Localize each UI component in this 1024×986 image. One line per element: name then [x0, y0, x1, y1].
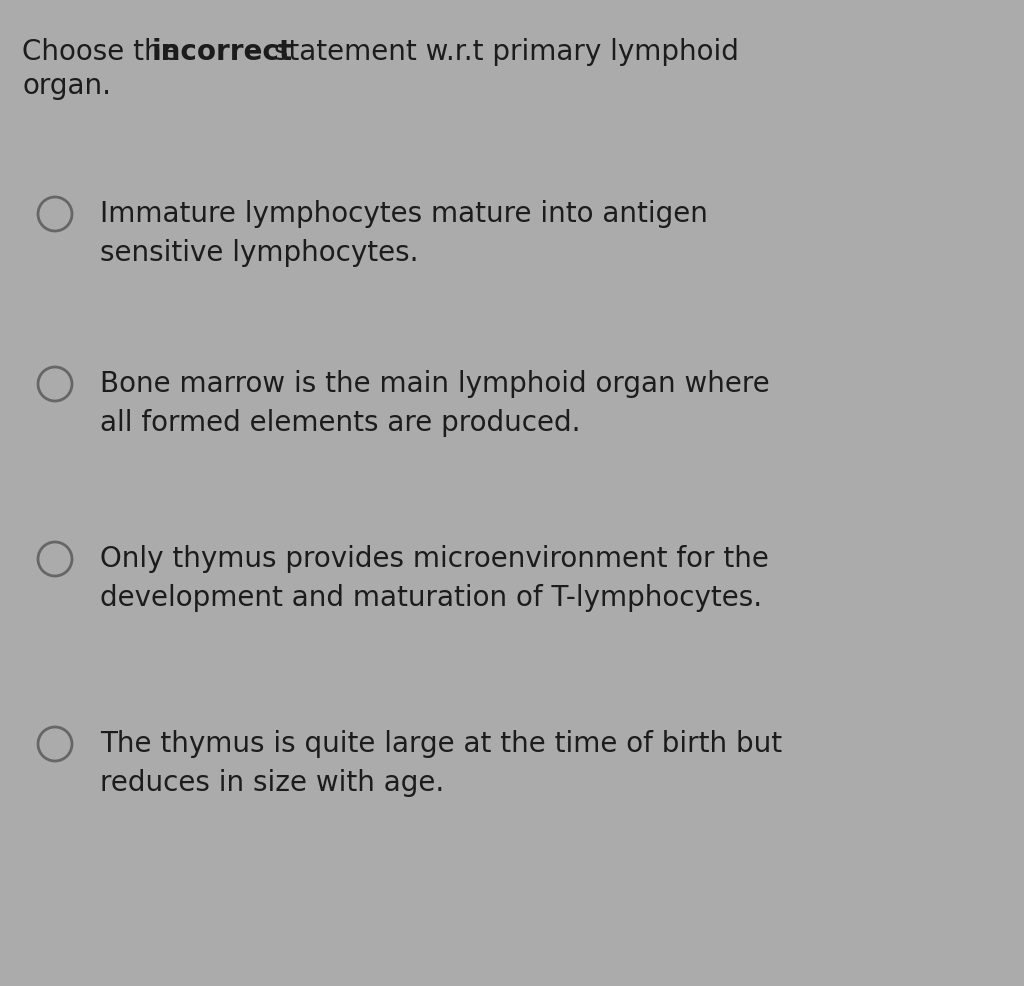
- Text: incorrect: incorrect: [152, 38, 293, 66]
- Circle shape: [38, 728, 72, 761]
- Text: The thymus is quite large at the time of birth but
reduces in size with age.: The thymus is quite large at the time of…: [100, 730, 782, 796]
- Circle shape: [38, 198, 72, 232]
- Text: organ.: organ.: [22, 72, 111, 100]
- Text: statement w.r.t primary lymphoid: statement w.r.t primary lymphoid: [265, 38, 739, 66]
- Text: Choose the: Choose the: [22, 38, 187, 66]
- Text: Only thymus provides microenvironment for the
development and maturation of T-ly: Only thymus provides microenvironment fo…: [100, 544, 769, 611]
- Circle shape: [38, 368, 72, 401]
- Circle shape: [38, 542, 72, 577]
- Text: Bone marrow is the main lymphoid organ where
all formed elements are produced.: Bone marrow is the main lymphoid organ w…: [100, 370, 770, 437]
- Text: Immature lymphocytes mature into antigen
sensitive lymphocytes.: Immature lymphocytes mature into antigen…: [100, 200, 708, 267]
